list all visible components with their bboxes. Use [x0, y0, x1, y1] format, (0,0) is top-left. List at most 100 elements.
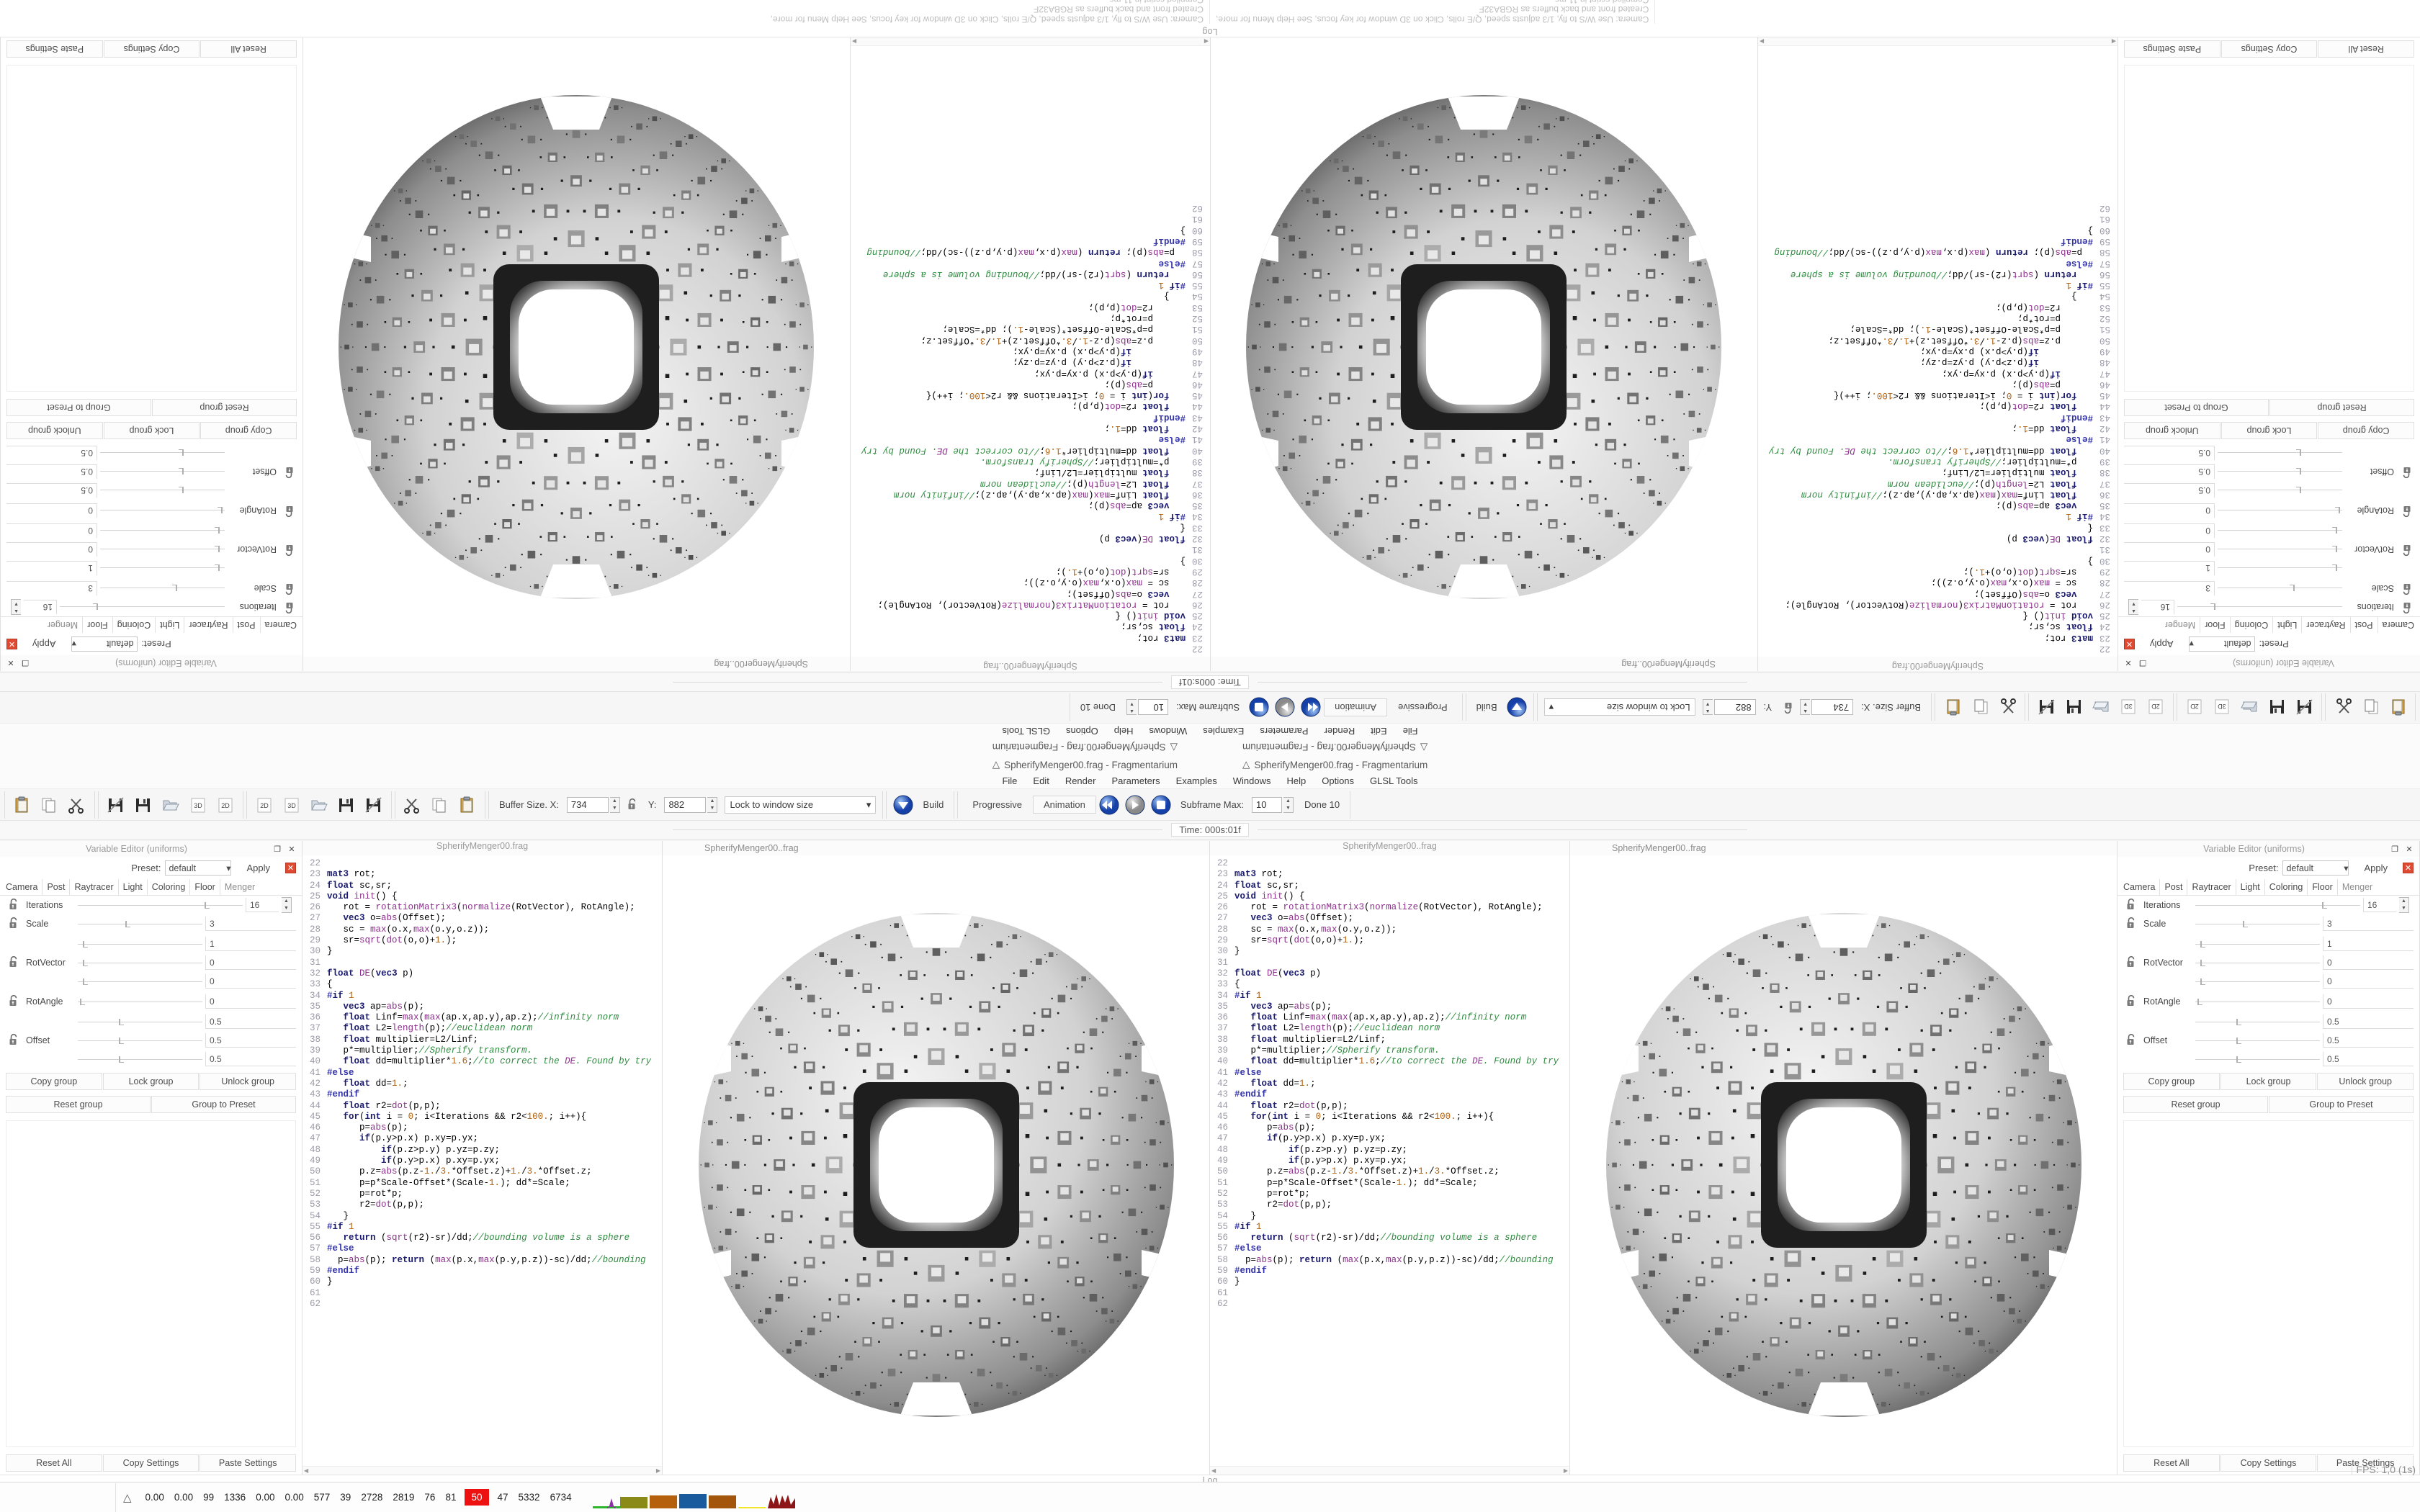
- horizontal-scrollbar[interactable]: ◀ ▶: [1758, 37, 2118, 46]
- lock-icon[interactable]: [9, 955, 20, 970]
- scroll-left-arrow[interactable]: ◀: [2111, 38, 2116, 45]
- paste-settings-button[interactable]: Paste Settings: [6, 40, 103, 58]
- lock-icon[interactable]: [627, 798, 639, 812]
- preset-row[interactable]: Preset: default ▾ Apply ✕: [0, 857, 302, 879]
- two-d-icon[interactable]: 2D: [213, 793, 238, 816]
- param-value[interactable]: 0.5: [205, 1052, 296, 1066]
- fractal-viewport[interactable]: [302, 37, 850, 657]
- timeline-track[interactable]: [1257, 682, 1747, 683]
- param-row[interactable]: 1: [2118, 935, 2419, 953]
- param-slider[interactable]: [2195, 1037, 2320, 1044]
- param-value[interactable]: 0.5: [6, 483, 97, 498]
- param-iterations[interactable]: Iterations 16 ▲ ▼: [1, 598, 302, 616]
- subframe-max-stepper[interactable]: ▲ ▼: [1283, 796, 1294, 813]
- param-value[interactable]: 0: [2323, 955, 2414, 970]
- param-slider[interactable]: [2195, 978, 2320, 985]
- cut-icon[interactable]: [400, 793, 425, 816]
- group-actions-row[interactable]: Copy group Lock group Unlock group: [0, 1070, 302, 1093]
- fractal-render[interactable]: [663, 855, 1210, 1475]
- tab-post[interactable]: Post: [2349, 617, 2378, 633]
- timeline-track[interactable]: [1257, 829, 1747, 830]
- param-slider[interactable]: [78, 978, 202, 985]
- editor-tab-title[interactable]: SpherifyMenger00..frag: [851, 657, 1210, 671]
- main-toolbar[interactable]: 3D 2D 2D 3D Buffer Size. X: 734 ▲ ▼ Y: 882 ▲ ▼ Lock …: [0, 789, 2420, 821]
- param-stepper[interactable]: ▲ ▼: [282, 897, 292, 913]
- log-body[interactable]: Camera: Use W/S to fly, 1/3 adjusts spee…: [0, 0, 2420, 24]
- param-value[interactable]: 16: [2141, 600, 2174, 614]
- copy-settings-button[interactable]: Copy Settings: [2220, 1454, 2317, 1472]
- param-slider[interactable]: [2218, 564, 2342, 572]
- copy-group-button[interactable]: Copy group: [6, 1073, 102, 1090]
- menu-examples[interactable]: Examples: [1203, 726, 1245, 737]
- timeline-track[interactable]: [673, 682, 1163, 683]
- param-value[interactable]: 0: [6, 542, 97, 557]
- copy-settings-button[interactable]: Copy Settings: [2220, 40, 2318, 58]
- close-icon[interactable]: ✕: [285, 863, 296, 873]
- param-iterations[interactable]: Iterations 16 ▲ ▼: [2118, 598, 2420, 616]
- param-slider[interactable]: [2195, 1056, 2320, 1063]
- param-value[interactable]: 0: [205, 955, 296, 970]
- param-slider[interactable]: [100, 487, 225, 494]
- group-to-preset-button[interactable]: Group to Preset: [151, 1096, 296, 1113]
- menu-parameters[interactable]: Parameters: [1260, 726, 1309, 737]
- code-area[interactable]: 22 23 mat3 rot; 24 float sc,sr; 25 void init()…: [1210, 855, 1569, 1466]
- tab-light[interactable]: Light: [155, 617, 184, 633]
- unlock-group-button[interactable]: Unlock group: [2317, 1073, 2414, 1090]
- render-mode-group[interactable]: Progressive Animation Subframe Max: 10 ▲ ▼ Don…: [1069, 693, 1463, 721]
- open-icon[interactable]: [2237, 696, 2262, 719]
- lock-icon[interactable]: [2126, 955, 2138, 970]
- lock-icon[interactable]: [2400, 464, 2411, 479]
- menu-bar[interactable]: File Edit Render Parameters Examples Windows H…: [0, 723, 2420, 739]
- tab-raytracer[interactable]: Raytracer: [70, 879, 119, 895]
- build-button[interactable]: [1506, 697, 1528, 719]
- scroll-right-arrow[interactable]: ▶: [1563, 1467, 1568, 1474]
- menu-windows[interactable]: Windows: [1232, 775, 1271, 786]
- tab-coloring[interactable]: Coloring: [2229, 617, 2273, 633]
- tab-menger[interactable]: Menger: [2164, 620, 2196, 630]
- build-group[interactable]: Build: [1465, 693, 1534, 721]
- lock-to-window-select[interactable]: Lock to window size ▾: [1543, 698, 1695, 716]
- param-slider[interactable]: [2218, 585, 2342, 592]
- tab-raytracer[interactable]: Raytracer: [184, 617, 233, 633]
- param-slider[interactable]: [60, 603, 225, 611]
- param-value[interactable]: 0.5: [2323, 1014, 2414, 1029]
- main-toolbar[interactable]: 3D 2D 2D 3D Buffer Size. X: 734 ▲ ▼ Y: 882 ▲ ▼ Lock …: [0, 691, 2420, 723]
- float-icon[interactable]: ❐: [274, 845, 281, 854]
- param-slider[interactable]: [78, 901, 243, 909]
- param-row[interactable]: RotVector 0: [2118, 953, 2419, 972]
- param-scale[interactable]: Scale 3: [2118, 914, 2419, 933]
- scroll-left-arrow[interactable]: ◀: [1211, 1467, 1216, 1474]
- param-row[interactable]: 0: [1, 521, 302, 540]
- param-value[interactable]: 0.5: [6, 446, 97, 460]
- param-scale[interactable]: Scale 3: [1, 579, 302, 598]
- preset-select[interactable]: default ▾: [2282, 860, 2349, 876]
- lock-icon[interactable]: [2126, 898, 2138, 912]
- menu-file[interactable]: File: [1402, 726, 1418, 737]
- editor-tab-title[interactable]: SpherifyMenger00..frag: [1210, 841, 1569, 855]
- param-value[interactable]: 0: [205, 974, 296, 989]
- param-row[interactable]: 1: [1, 559, 302, 577]
- lock-group-button[interactable]: Lock group: [2220, 1073, 2317, 1090]
- menu-options[interactable]: Options: [1322, 775, 1355, 786]
- rewind-button[interactable]: [1098, 794, 1120, 816]
- build-button[interactable]: [892, 794, 914, 816]
- scroll-right-arrow[interactable]: ▶: [852, 38, 857, 45]
- settings-actions-row[interactable]: Reset All Copy Settings Paste Settings: [2118, 37, 2420, 60]
- copy-settings-button[interactable]: Copy Settings: [103, 40, 200, 58]
- param-value[interactable]: 16: [246, 898, 279, 912]
- menu-glsl-tools[interactable]: GLSL Tools: [1370, 775, 1418, 786]
- menu-help[interactable]: Help: [1113, 726, 1134, 737]
- param-value[interactable]: 0: [205, 994, 296, 1009]
- save-icon[interactable]: [131, 793, 156, 816]
- buffer-y-stepper[interactable]: ▲ ▼: [1702, 699, 1713, 716]
- param-slider[interactable]: [100, 585, 225, 592]
- timeline-bar[interactable]: Time: 000s:01f: [0, 672, 2420, 691]
- param-value[interactable]: 16: [2363, 898, 2396, 912]
- param-value[interactable]: 3: [2323, 917, 2414, 931]
- copy-group-button[interactable]: Copy group: [200, 422, 297, 439]
- param-value[interactable]: 0: [2124, 503, 2215, 518]
- unlock-group-button[interactable]: Unlock group: [200, 1073, 297, 1090]
- save-icon[interactable]: [2264, 696, 2289, 719]
- param-value[interactable]: 0.5: [6, 464, 97, 479]
- open-folder-icon[interactable]: [2089, 696, 2113, 719]
